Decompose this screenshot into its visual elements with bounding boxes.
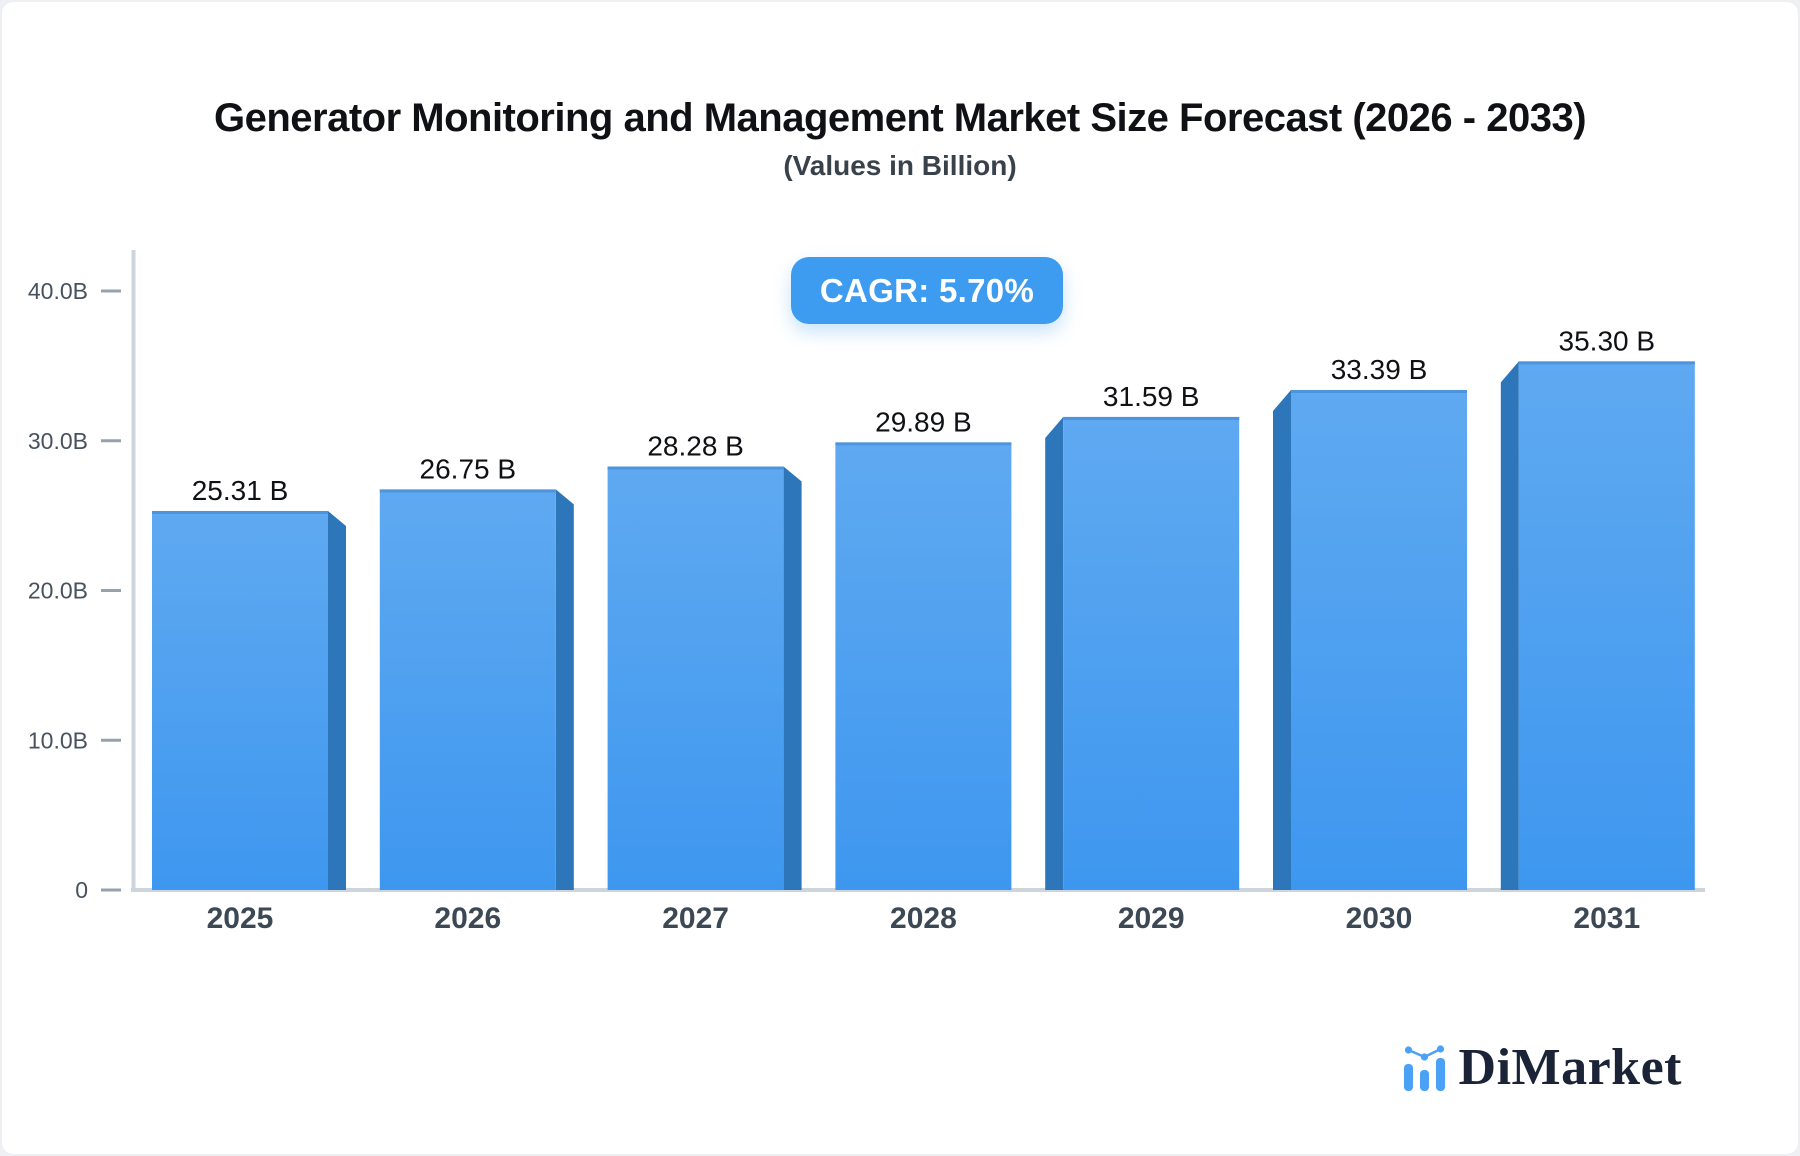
- y-axis-tick-label: 20.0B: [28, 578, 88, 604]
- x-axis-label: 2030: [1346, 902, 1413, 935]
- y-axis-tick-label: 40.0B: [28, 278, 88, 304]
- bar-2028: 29.89 B 2028: [835, 406, 1012, 935]
- x-axis-label: 2026: [434, 902, 501, 935]
- x-axis-label: 2029: [1118, 902, 1185, 935]
- y-axis-tick: 0: [75, 877, 121, 903]
- bar-2029: 31.59 B 2029: [1045, 381, 1240, 935]
- bar-2030: 33.39 B 2030: [1273, 354, 1467, 935]
- mini-bar-line-chart-icon: [1403, 1044, 1445, 1091]
- y-axis-tick: 10.0B: [28, 727, 121, 753]
- brand-name: DiMarket: [1458, 1039, 1682, 1096]
- cagr-badge-label: CAGR: 5.70%: [819, 271, 1035, 309]
- bar-value-label: 26.75 B: [420, 453, 517, 484]
- x-axis-label: 2025: [207, 902, 274, 935]
- x-axis-label: 2031: [1573, 902, 1640, 935]
- brand-logo: DiMarket: [1403, 1038, 1682, 1097]
- y-axis-tick-label: 10.0B: [28, 727, 88, 753]
- bar-value-label: 29.89 B: [875, 406, 972, 437]
- bar-value-label: 31.59 B: [1103, 381, 1200, 412]
- y-axis-tick: 20.0B: [28, 578, 121, 604]
- bar-value-label: 25.31 B: [192, 475, 289, 506]
- bar-2027: 28.28 B 2027: [607, 431, 802, 935]
- bar-value-label: 28.28 B: [647, 431, 744, 462]
- y-axis-tick-label: 30.0B: [28, 428, 88, 454]
- x-axis-label: 2027: [662, 902, 729, 935]
- y-axis-tick: 40.0B: [28, 278, 121, 304]
- chart-subtitle: (Values in Billion): [783, 150, 1017, 181]
- x-axis-label: 2028: [890, 902, 957, 935]
- bar-2025: 25.31 B 2025: [152, 475, 346, 935]
- bar-value-label: 33.39 B: [1331, 354, 1428, 385]
- y-axis-tick-label: 0: [75, 877, 88, 903]
- cagr-badge: CAGR: 5.70%: [791, 257, 1063, 324]
- bar-2031: 35.30 B 2031: [1500, 325, 1695, 935]
- bar-value-label: 35.30 B: [1559, 325, 1656, 356]
- chart-title: Generator Monitoring and Management Mark…: [213, 96, 1587, 140]
- y-axis-tick: 30.0B: [28, 428, 121, 454]
- bar-2026: 26.75 B 2026: [379, 453, 574, 935]
